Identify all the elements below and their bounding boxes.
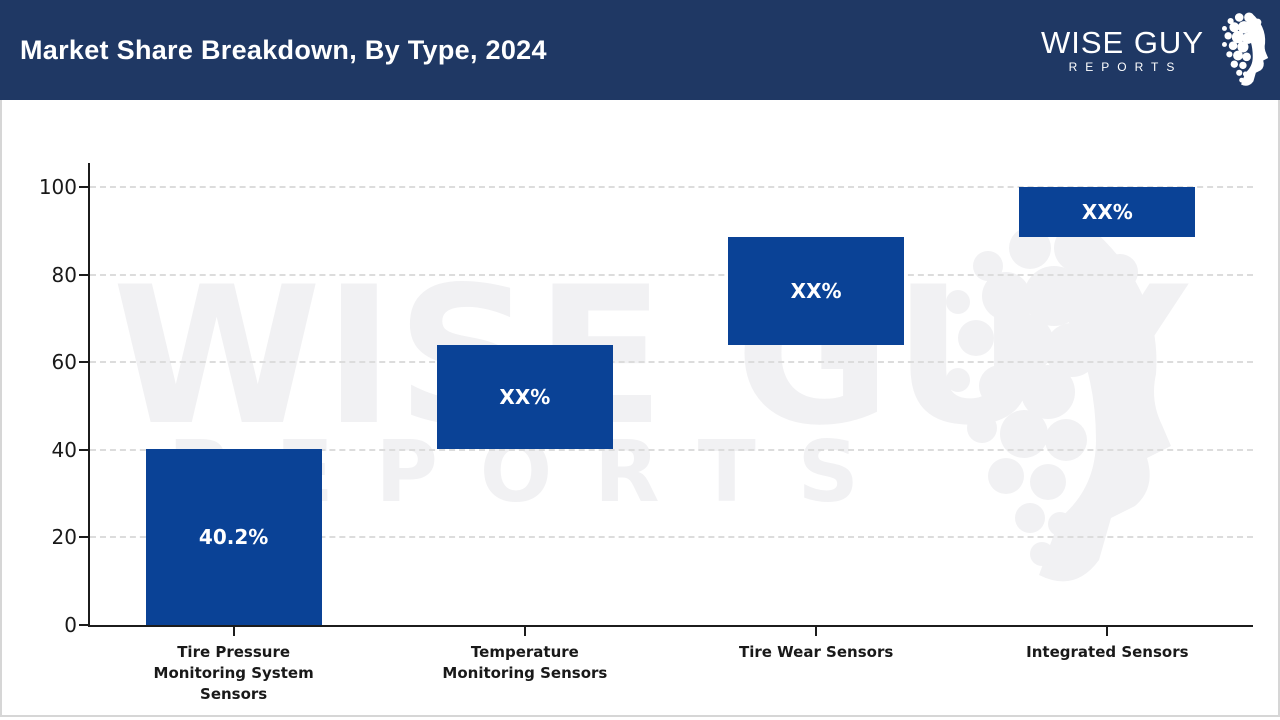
grid-line bbox=[90, 361, 1253, 364]
bar-segment: XX% bbox=[1019, 187, 1196, 237]
y-tick-label: 40 bbox=[51, 437, 77, 462]
y-tick bbox=[79, 448, 88, 451]
frame-right bbox=[1278, 100, 1280, 717]
grid-line bbox=[90, 186, 1253, 188]
grid-line bbox=[90, 273, 1253, 276]
y-tick-label: 20 bbox=[51, 525, 77, 550]
frame-left bbox=[0, 100, 2, 717]
y-tick-label: 0 bbox=[64, 613, 77, 637]
x-axis-line bbox=[88, 625, 1253, 627]
x-category-label: Tire Pressure Monitoring System Sensors bbox=[153, 643, 314, 703]
y-tick bbox=[79, 186, 88, 188]
y-tick-label: 80 bbox=[51, 262, 77, 287]
bar-value-label: 40.2% bbox=[198, 524, 269, 549]
x-category-label: Temperature Monitoring Sensors bbox=[442, 643, 608, 682]
y-tick bbox=[79, 536, 88, 539]
bar-segment: XX% bbox=[728, 236, 905, 346]
bar-segment: XX% bbox=[436, 345, 613, 449]
dotted-head-icon bbox=[1222, 12, 1269, 86]
y-tick bbox=[79, 361, 88, 364]
x-tick bbox=[523, 627, 526, 636]
y-tick bbox=[79, 624, 88, 626]
grid-line bbox=[90, 536, 1253, 539]
grid-line bbox=[90, 448, 1253, 451]
y-tick bbox=[79, 273, 88, 276]
bar-value-label: XX% bbox=[499, 385, 551, 409]
watermark-head-icon bbox=[946, 224, 1171, 582]
logo-name: WISE GUY bbox=[1040, 25, 1204, 60]
header: Market Share Breakdown, By Type, 2024 WI… bbox=[0, 0, 1280, 100]
x-category-label: Integrated Sensors bbox=[1026, 643, 1189, 661]
bar-value-label: XX% bbox=[790, 279, 842, 303]
wise-guy-logo: WISE GUY REPORTS bbox=[1041, 8, 1270, 92]
logo-sub: REPORTS bbox=[1068, 60, 1183, 74]
frame-bottom bbox=[0, 715, 1280, 717]
x-tick bbox=[232, 627, 235, 636]
bar-value-label: XX% bbox=[1081, 199, 1133, 224]
x-category-label: Tire Wear Sensors bbox=[738, 643, 894, 661]
logo-text: WISE GUY REPORTS bbox=[1041, 27, 1204, 73]
x-tick bbox=[815, 627, 818, 636]
y-tick-label: 100 bbox=[38, 175, 77, 199]
plot-area: 0 20 40 60 80 100 40.2% Tire Pressure Monitorin… bbox=[39, 163, 1253, 703]
y-tick-label: 60 bbox=[51, 350, 77, 375]
y-axis-line bbox=[88, 163, 90, 627]
x-tick bbox=[1106, 627, 1109, 636]
chart-title: Market Share Breakdown, By Type, 2024 bbox=[20, 34, 547, 65]
bar-segment: 40.2% bbox=[145, 448, 322, 625]
